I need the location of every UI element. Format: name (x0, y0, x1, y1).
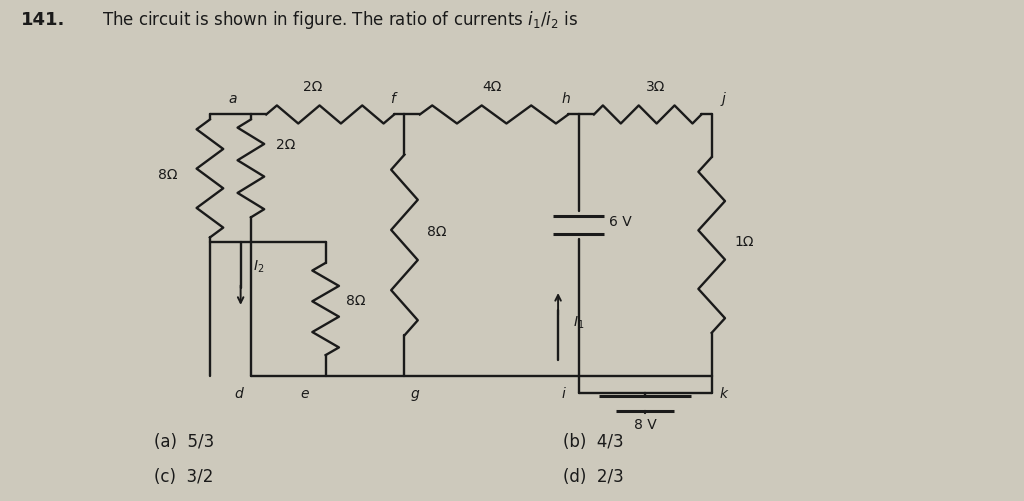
Text: The circuit is shown in figure. The ratio of currents $i_1/i_2$ is: The circuit is shown in figure. The rati… (102, 9, 579, 31)
Text: $I_1$: $I_1$ (573, 314, 585, 330)
Text: h: h (562, 92, 570, 106)
Text: 2Ω: 2Ω (276, 138, 296, 152)
Text: 8Ω: 8Ω (427, 224, 446, 238)
Text: (d)  2/3: (d) 2/3 (563, 467, 624, 485)
Text: 1Ω: 1Ω (734, 234, 754, 248)
Text: d: d (234, 386, 243, 400)
Text: $I_2$: $I_2$ (253, 259, 264, 275)
Text: 8Ω: 8Ω (346, 294, 366, 307)
Text: f: f (390, 92, 394, 106)
Text: 2Ω: 2Ω (303, 80, 322, 94)
Text: i: i (561, 386, 565, 400)
Text: j: j (722, 92, 726, 106)
Text: (a)  5/3: (a) 5/3 (154, 432, 214, 450)
Text: 141.: 141. (20, 11, 65, 29)
Text: a: a (228, 92, 237, 106)
Text: 6 V: 6 V (609, 214, 632, 228)
Text: 8Ω: 8Ω (158, 168, 177, 182)
Text: (b)  4/3: (b) 4/3 (563, 432, 624, 450)
Text: 4Ω: 4Ω (482, 80, 501, 94)
Text: g: g (411, 386, 419, 400)
Text: 8 V: 8 V (634, 417, 656, 431)
Text: 3Ω: 3Ω (646, 80, 665, 94)
Text: k: k (720, 386, 728, 400)
Text: (c)  3/2: (c) 3/2 (154, 467, 213, 485)
Text: e: e (300, 386, 308, 400)
